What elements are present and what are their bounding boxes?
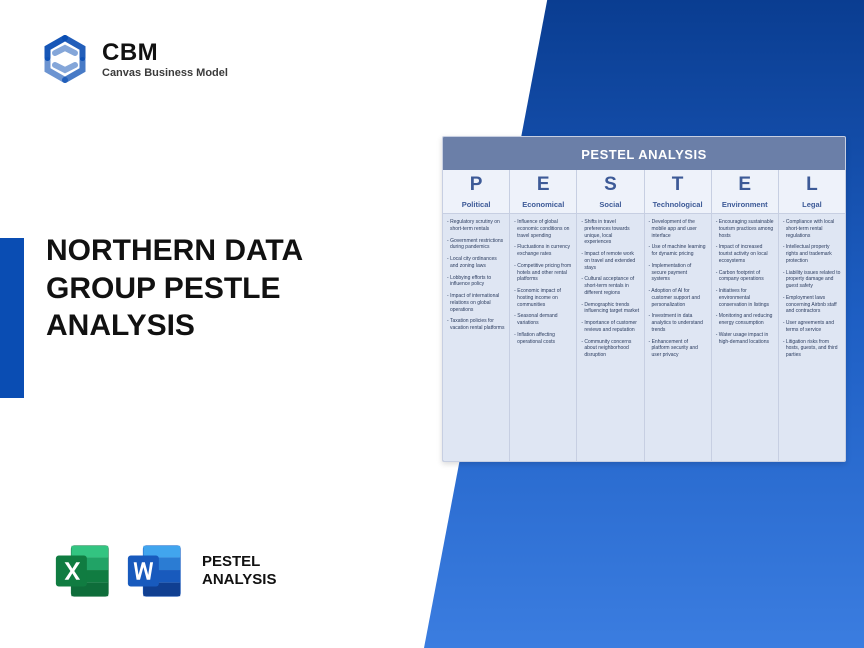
brand-name: CBM — [102, 39, 228, 67]
pestel-bullet: Taxation policies for vacation rental pl… — [447, 318, 505, 332]
pestel-bullet: Implementation of secure payment systems — [649, 263, 707, 283]
pestel-bullet: Compliance with local short-term rental … — [783, 219, 841, 239]
letter-P: P — [443, 170, 510, 198]
pestel-bullet: Competitive pricing from hotels and othe… — [514, 263, 572, 283]
pestel-bullet: Lobbying efforts to influence policy — [447, 275, 505, 289]
pestel-bullet: Community concerns about neighborhood di… — [581, 339, 639, 359]
pestel-bullet: Development of the mobile app and user i… — [649, 219, 707, 239]
pestel-bullet: Inflation affecting operational costs — [514, 332, 572, 346]
cbm-logo-icon — [40, 34, 90, 84]
pestel-bullet: Impact of remote work on travel and exte… — [581, 251, 639, 271]
cat-political: Political — [443, 198, 510, 214]
letter-E1: E — [510, 170, 577, 198]
pestel-col-0: Regulatory scrutiny on short-term rental… — [443, 214, 510, 461]
letter-L: L — [779, 170, 845, 198]
pestel-bullet: Carbon footprint of company operations — [716, 270, 774, 284]
pestel-label-line1: PESTEL — [202, 553, 260, 570]
pestel-bullet: User agreements and terms of service — [783, 320, 841, 334]
letter-T: T — [645, 170, 712, 198]
cat-economical: Economical — [510, 198, 577, 214]
page-title: NORTHERN DATA GROUP PESTLE ANALYSIS — [46, 232, 416, 345]
pestel-bullet: Government restrictions during pandemics — [447, 238, 505, 252]
accent-bar — [0, 238, 24, 398]
pestel-col-5: Compliance with local short-term rental … — [779, 214, 845, 461]
pestel-bullet: Investment in data analytics to understa… — [649, 313, 707, 333]
pestel-bullet: Regulatory scrutiny on short-term rental… — [447, 219, 505, 233]
pestel-bullet: Use of machine learning for dynamic pric… — [649, 244, 707, 258]
format-icons: PESTEL ANALYSIS — [52, 540, 276, 602]
pestel-categories-row: Political Economical Social Technologica… — [443, 198, 845, 214]
pestel-bullet: Cultural acceptance of short-term rental… — [581, 276, 639, 296]
brand-logo: CBM Canvas Business Model — [40, 34, 228, 84]
cat-social: Social — [577, 198, 644, 214]
pestel-bullet: Litigation risks from hosts, guests, and… — [783, 339, 841, 359]
excel-icon — [52, 540, 114, 602]
pestel-col-1: Influence of global economic conditions … — [510, 214, 577, 461]
pestel-col-4: Encouraging sustainable tourism practice… — [712, 214, 779, 461]
pestel-label: PESTEL ANALYSIS — [202, 553, 276, 589]
pestel-bullet: Economic impact of hosting income on com… — [514, 288, 572, 308]
pestel-bullet: Local city ordinances and zoning laws — [447, 256, 505, 270]
card-title: PESTEL ANALYSIS — [443, 137, 845, 170]
word-icon — [124, 540, 186, 602]
pestel-bullet: Initiatives for environmental conservati… — [716, 288, 774, 308]
pestel-bullet: Enhancement of platform security and use… — [649, 339, 707, 359]
pestel-label-line2: ANALYSIS — [202, 571, 276, 588]
pestel-bullet: Demographic trends influencing target ma… — [581, 302, 639, 316]
pestel-bullet: Intellectual property rights and tradema… — [783, 244, 841, 264]
cat-legal: Legal — [779, 198, 845, 214]
pestel-bullet: Shifts in travel preferences towards uni… — [581, 219, 639, 246]
pestel-bullet: Seasonal demand variations — [514, 313, 572, 327]
cat-technological: Technological — [645, 198, 712, 214]
pestel-bullet: Impact of increased tourist activity on … — [716, 244, 774, 264]
cat-environment: Environment — [712, 198, 779, 214]
pestel-bullet: Impact of international relations on glo… — [447, 293, 505, 313]
pestel-bullet: Adoption of AI for customer support and … — [649, 288, 707, 308]
pestel-bullet: Employment laws concerning Airbnb staff … — [783, 295, 841, 315]
pestel-bullet: Influence of global economic conditions … — [514, 219, 572, 239]
pestel-bullet: Fluctuations in currency exchange rates — [514, 244, 572, 258]
pestel-bullet: Monitoring and reducing energy consumpti… — [716, 313, 774, 327]
pestel-columns: Regulatory scrutiny on short-term rental… — [443, 214, 845, 461]
brand-tagline: Canvas Business Model — [102, 67, 228, 79]
pestel-bullet: Water usage impact in high-demand locati… — [716, 332, 774, 346]
pestel-bullet: Liability issues related to property dam… — [783, 270, 841, 290]
pestel-col-3: Development of the mobile app and user i… — [645, 214, 712, 461]
pestel-card: PESTEL ANALYSIS P E S T E L Political Ec… — [442, 136, 846, 462]
pestel-col-2: Shifts in travel preferences towards uni… — [577, 214, 644, 461]
pestel-bullet: Encouraging sustainable tourism practice… — [716, 219, 774, 239]
pestel-bullet: Importance of customer reviews and reput… — [581, 320, 639, 334]
letter-S: S — [577, 170, 644, 198]
letter-E2: E — [712, 170, 779, 198]
pestel-letters-row: P E S T E L — [443, 170, 845, 198]
